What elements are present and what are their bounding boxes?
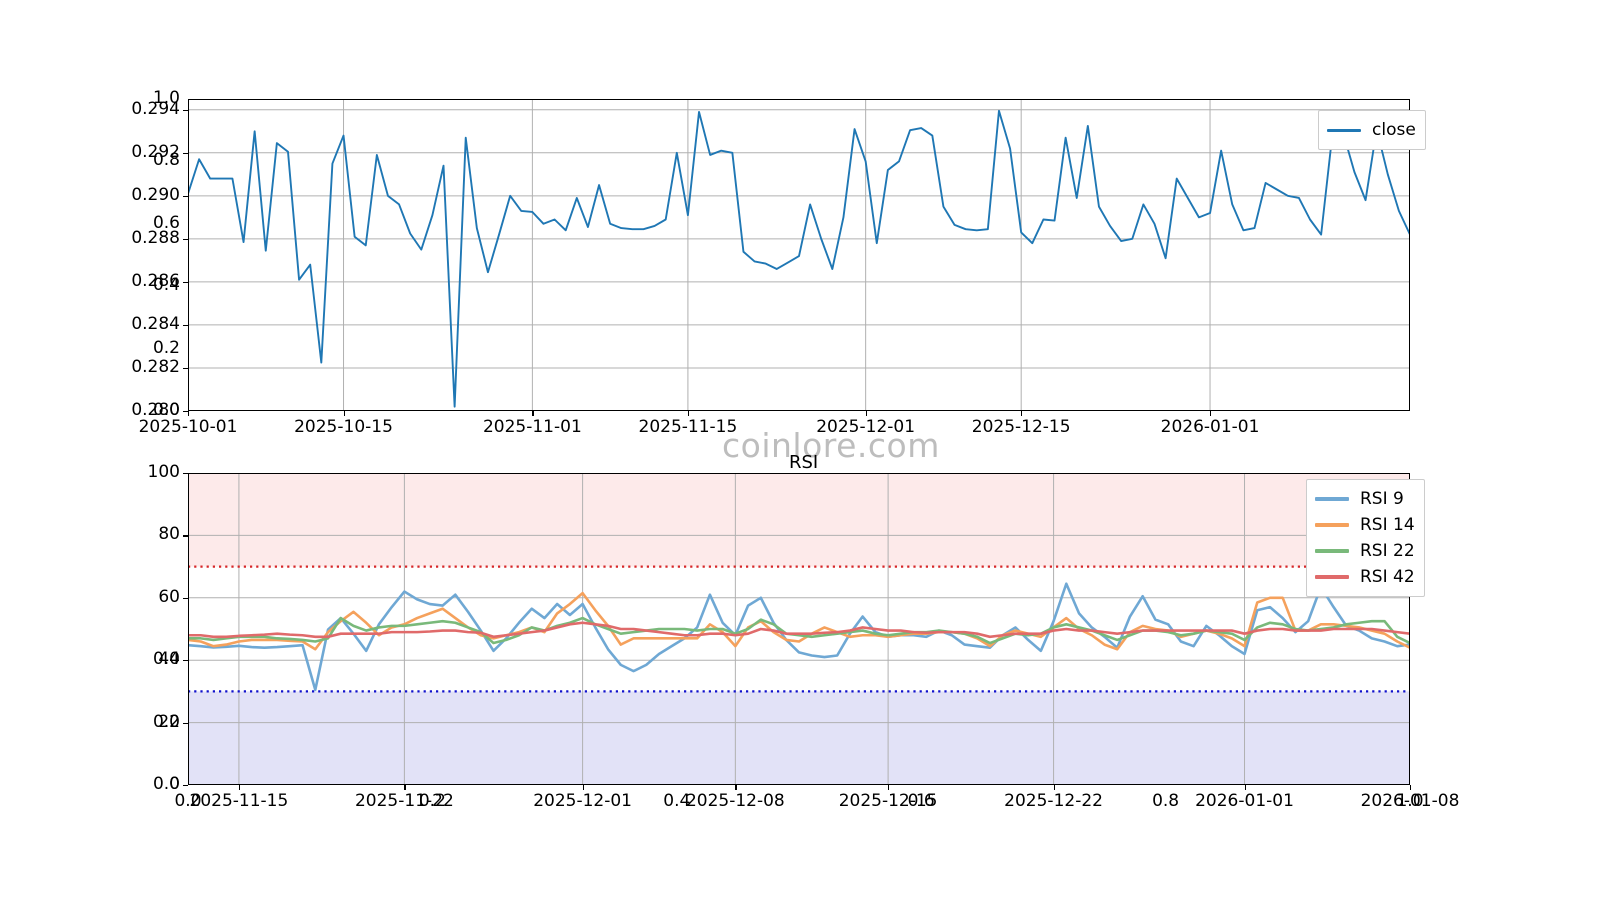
legend-swatch-icon xyxy=(1315,549,1349,553)
rsi-y-tick-overlay: 0.4 xyxy=(152,649,180,670)
price-y-tick-mark xyxy=(183,367,188,370)
price-x-tick-mark xyxy=(687,411,690,416)
price-y-tick-overlay: 1.0 xyxy=(152,88,180,108)
rsi-y-tick: 80 xyxy=(158,524,180,545)
price-chart-plot xyxy=(188,99,1410,411)
legend-swatch-icon xyxy=(1327,128,1361,132)
rsi-y-tick: 0 xyxy=(169,774,180,794)
price-y-tick-mark xyxy=(183,238,188,241)
price-x-tick: 2025-11-15 xyxy=(638,417,738,437)
price-x-tick-mark xyxy=(188,411,190,416)
rsi-y-tick-mark xyxy=(183,785,188,787)
price-x-tick-mark xyxy=(343,411,345,416)
rsi-x-tick: 2025-12-01 xyxy=(533,791,632,811)
price-x-tick: 2025-12-01 xyxy=(816,417,916,437)
price-x-tick: 2025-10-15 xyxy=(294,417,393,437)
rsi-x-tick-overlay: 0.4 xyxy=(663,791,691,811)
rsi-chart-plot xyxy=(188,473,1410,785)
legend-swatch-icon xyxy=(1315,523,1349,527)
price-y-tick-overlay: 0.8 xyxy=(152,150,180,171)
price-y-tick: 0.284 xyxy=(131,313,180,334)
price-y-tick: 0.290 xyxy=(131,184,180,205)
rsi-x-tick-mark xyxy=(1410,785,1412,790)
legend-label: close xyxy=(1372,120,1416,140)
price-x-tick: 2026-01-01 xyxy=(1160,417,1260,437)
price-y-tick-mark xyxy=(183,281,188,284)
rsi-y-tick-mark xyxy=(183,660,188,662)
price-x-tick: 2025-10-01 xyxy=(138,417,238,437)
price-y-tick-mark xyxy=(183,109,188,112)
rsi-x-tick-mark xyxy=(404,785,406,790)
price-x-tick-mark xyxy=(1210,411,1212,416)
rsi-y-tick: 60 xyxy=(158,586,180,607)
rsi-x-tick: 2026-01-01 xyxy=(1195,791,1294,811)
price-y-tick-overlay: 0.6 xyxy=(152,212,180,233)
rsi-x-tick-overlay: 0.6 xyxy=(907,791,935,811)
price-y-tick-mark xyxy=(183,324,188,327)
legend-item[interactable]: close xyxy=(1327,117,1416,143)
price-chart-axes xyxy=(188,99,1410,411)
rsi-x-tick-overlay: 0.0 xyxy=(174,791,202,811)
price-y-tick: 0.286 xyxy=(131,270,180,291)
price-y-tick-mark xyxy=(183,195,188,198)
rsi-x-tick: 2025-11-22 xyxy=(354,791,454,811)
rsi-x-tick-mark xyxy=(1244,785,1246,790)
rsi-x-tick: 2026-01-08 xyxy=(1360,791,1460,811)
rsi-chart-title: RSI xyxy=(789,452,819,473)
price-y-tick: 0.282 xyxy=(131,356,180,377)
rsi-y-tick-mark xyxy=(183,473,188,475)
rsi-x-tick: 2025-11-15 xyxy=(189,791,289,811)
legend-label: RSI 9 xyxy=(1360,489,1404,509)
legend-label: RSI 22 xyxy=(1360,541,1415,561)
rsi-chart-axes xyxy=(188,473,1410,785)
rsi-y-tick-mark xyxy=(183,597,188,600)
rsi-chart-legend: RSI 9 RSI 14 RSI 22 RSI 42 xyxy=(1306,479,1425,597)
rsi-x-tick-mark xyxy=(735,785,737,790)
rsi-y-tick-overlay: 0.2 xyxy=(152,711,180,732)
rsi-x-tick: 2025-12-22 xyxy=(1004,791,1103,811)
watermark: coinlore.com xyxy=(722,426,940,465)
legend-item[interactable]: RSI 14 xyxy=(1315,512,1415,538)
price-y-tick-mark xyxy=(183,152,188,155)
rsi-x-tick-mark xyxy=(582,785,584,790)
price-x-tick-mark xyxy=(532,411,534,416)
price-x-tick-mark xyxy=(1021,411,1023,416)
rsi-y-tick: 100 xyxy=(147,462,180,482)
price-y-tick: 0.294 xyxy=(131,98,180,119)
price-y-tick: 0.288 xyxy=(131,227,180,248)
price-y-tick-overlay: 0.4 xyxy=(152,275,180,296)
price-y-tick: 0.292 xyxy=(131,141,180,162)
rsi-y-tick-mark xyxy=(183,722,188,724)
price-y-tick-overlay: 0.0 xyxy=(152,400,180,420)
price-y-tick: 0.280 xyxy=(131,400,180,420)
rsi-y-tick-overlay: 0.0 xyxy=(152,774,180,794)
legend-swatch-icon xyxy=(1315,575,1349,579)
price-y-tick-overlay: 0.2 xyxy=(152,337,180,358)
price-y-tick-mark xyxy=(183,411,188,413)
legend-item[interactable]: RSI 42 xyxy=(1315,564,1415,590)
rsi-y-tick: 40 xyxy=(158,649,180,670)
price-chart-frame xyxy=(188,99,1410,411)
rsi-chart-frame xyxy=(188,473,1410,785)
legend-swatch-icon xyxy=(1315,497,1349,501)
price-x-tick-mark xyxy=(865,411,867,416)
rsi-x-tick-mark xyxy=(238,785,241,790)
rsi-x-tick-mark xyxy=(888,785,890,790)
price-x-tick: 2025-12-15 xyxy=(971,417,1071,437)
rsi-x-tick: 2025-12-08 xyxy=(685,791,785,811)
legend-item[interactable]: RSI 22 xyxy=(1315,538,1415,564)
rsi-x-tick: 2025-12-15 xyxy=(838,791,938,811)
legend-label: RSI 14 xyxy=(1360,515,1415,535)
rsi-x-tick-overlay: 1.0 xyxy=(1396,791,1424,811)
rsi-x-tick-mark xyxy=(1053,785,1055,790)
rsi-y-tick: 20 xyxy=(158,711,180,732)
rsi-y-tick-mark xyxy=(183,535,188,537)
price-chart-legend: close xyxy=(1318,110,1426,150)
legend-item[interactable]: RSI 9 xyxy=(1315,486,1415,512)
legend-label: RSI 42 xyxy=(1360,567,1415,587)
price-x-tick: 2025-11-01 xyxy=(482,417,582,437)
rsi-x-tick-overlay: 0.2 xyxy=(418,791,446,811)
rsi-x-tick-overlay: 0.8 xyxy=(1152,791,1180,811)
